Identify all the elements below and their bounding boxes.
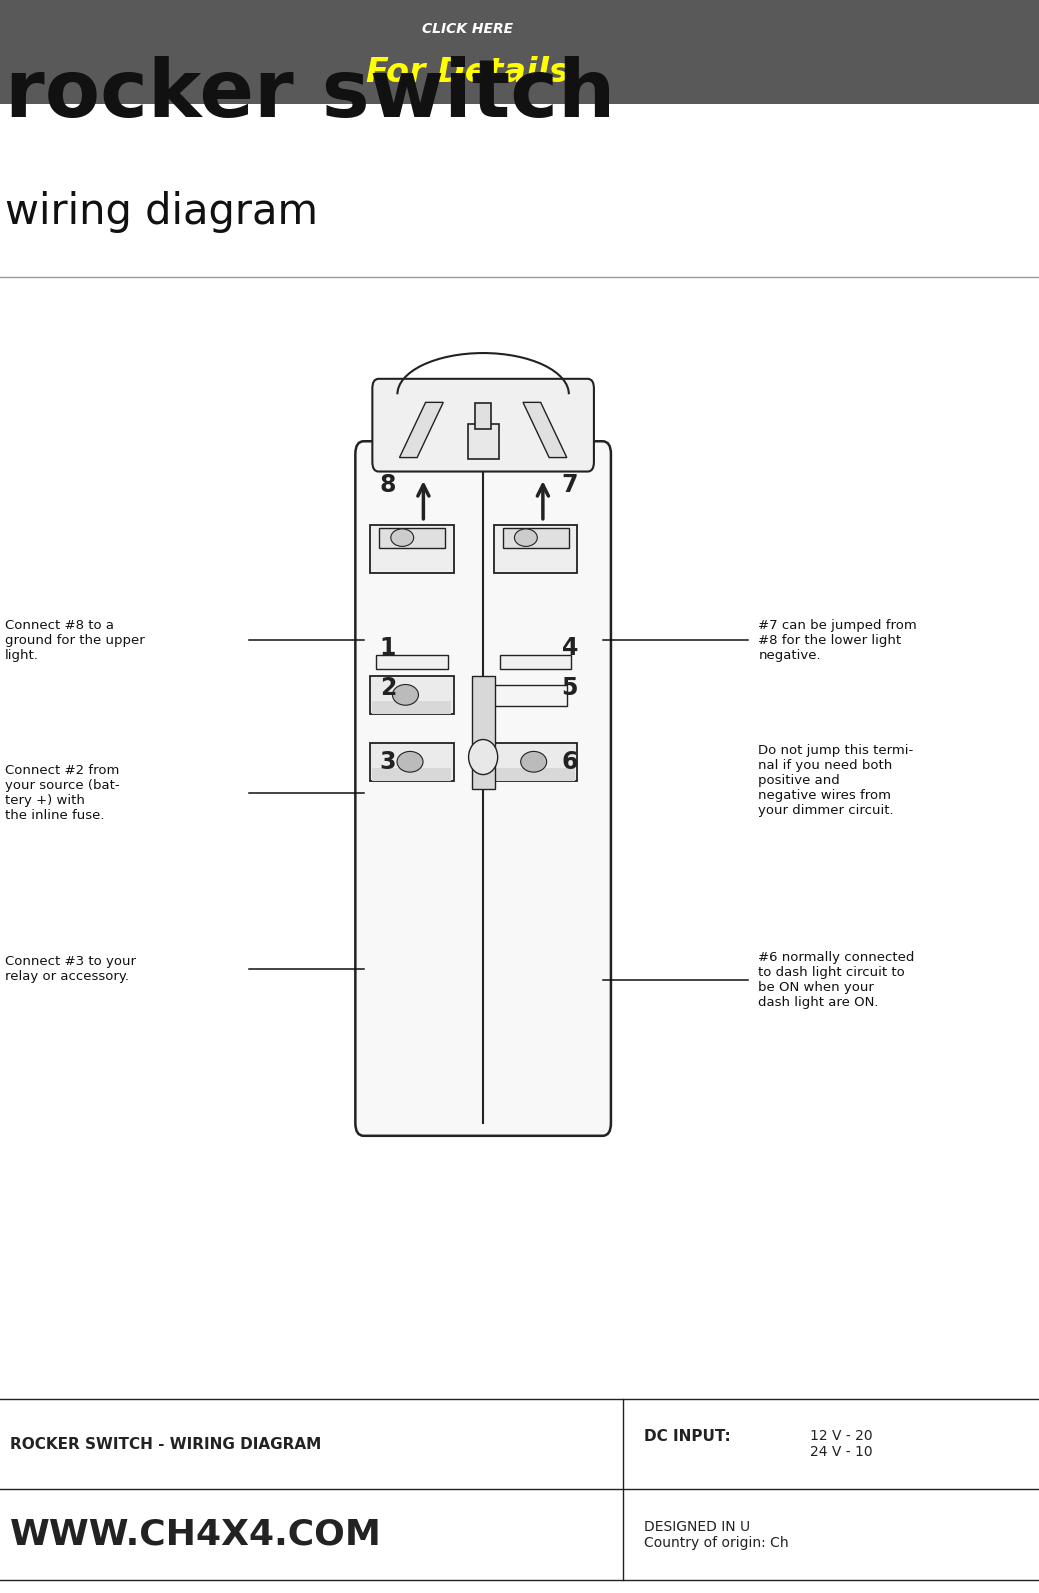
Ellipse shape bbox=[393, 685, 419, 706]
Text: WWW.CH4X4.COM: WWW.CH4X4.COM bbox=[10, 1518, 382, 1552]
Bar bbox=[370, 526, 454, 572]
Bar bbox=[370, 675, 454, 714]
Text: rocker switch: rocker switch bbox=[5, 56, 615, 134]
Text: Connect #2 from
your source (bat-
tery +) with
the inline fuse.: Connect #2 from your source (bat- tery +… bbox=[5, 765, 119, 822]
Bar bbox=[494, 685, 567, 706]
Bar bbox=[468, 424, 499, 459]
Ellipse shape bbox=[521, 752, 547, 773]
Text: 2: 2 bbox=[380, 675, 396, 701]
Polygon shape bbox=[399, 403, 444, 457]
Ellipse shape bbox=[469, 739, 498, 774]
Text: wiring diagram: wiring diagram bbox=[5, 191, 318, 233]
Bar bbox=[379, 527, 445, 548]
Text: 5: 5 bbox=[562, 675, 578, 701]
Ellipse shape bbox=[391, 529, 414, 546]
Text: #6 normally connected
to dash light circuit to
be ON when your
dash light are ON: #6 normally connected to dash light circ… bbox=[758, 951, 915, 1008]
Text: 6: 6 bbox=[562, 750, 578, 774]
Text: ROCKER SWITCH - WIRING DIAGRAM: ROCKER SWITCH - WIRING DIAGRAM bbox=[10, 1437, 322, 1451]
Bar bbox=[472, 675, 495, 789]
Bar bbox=[503, 527, 568, 548]
Ellipse shape bbox=[397, 752, 423, 773]
Bar bbox=[376, 655, 448, 669]
Bar bbox=[372, 768, 452, 781]
Bar bbox=[370, 742, 454, 781]
Bar bbox=[494, 526, 578, 572]
Text: DC INPUT:: DC INPUT: bbox=[644, 1429, 730, 1443]
FancyBboxPatch shape bbox=[355, 441, 611, 1136]
Text: 1: 1 bbox=[380, 636, 396, 660]
Bar bbox=[372, 701, 452, 714]
Text: 8: 8 bbox=[380, 473, 396, 497]
Text: 3: 3 bbox=[380, 750, 396, 774]
Bar bbox=[496, 768, 576, 781]
Text: For Details: For Details bbox=[366, 56, 569, 89]
Ellipse shape bbox=[514, 529, 537, 546]
Bar bbox=[0, 0, 1039, 104]
Text: 7: 7 bbox=[562, 473, 578, 497]
Text: Do not jump this termi-
nal if you need both
positive and
negative wires from
yo: Do not jump this termi- nal if you need … bbox=[758, 744, 913, 817]
Text: DESIGNED IN U
Country of origin: Ch: DESIGNED IN U Country of origin: Ch bbox=[644, 1520, 789, 1550]
Text: Connect #8 to a
ground for the upper
light.: Connect #8 to a ground for the upper lig… bbox=[5, 620, 145, 661]
Text: CLICK HERE: CLICK HERE bbox=[422, 22, 513, 37]
Text: Connect #3 to your
relay or accessory.: Connect #3 to your relay or accessory. bbox=[5, 954, 136, 983]
Text: #7 can be jumped from
#8 for the lower light
negative.: #7 can be jumped from #8 for the lower l… bbox=[758, 620, 917, 661]
Bar bbox=[475, 403, 491, 429]
FancyBboxPatch shape bbox=[372, 379, 594, 472]
Bar bbox=[500, 655, 571, 669]
Text: 12 V - 20
24 V - 10: 12 V - 20 24 V - 10 bbox=[810, 1429, 873, 1459]
Text: 4: 4 bbox=[562, 636, 578, 660]
Bar bbox=[494, 742, 578, 781]
Polygon shape bbox=[523, 403, 567, 457]
